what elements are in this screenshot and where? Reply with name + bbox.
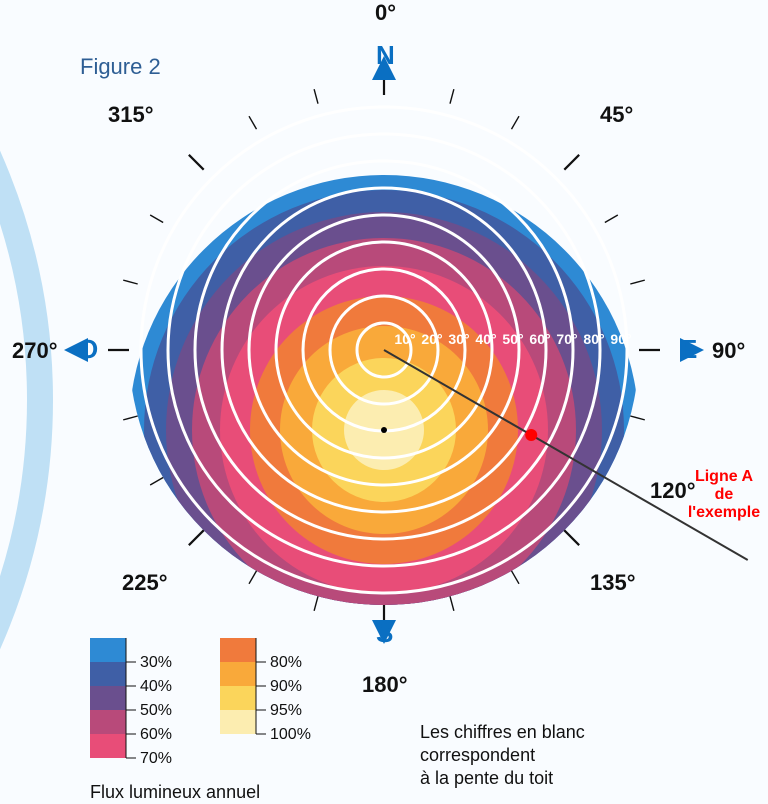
svg-text:90°: 90° bbox=[610, 331, 631, 347]
caption-l1: Les chiffres en blanc bbox=[420, 722, 585, 743]
svg-text:100%: 100% bbox=[270, 726, 311, 743]
deg-0: 0° bbox=[375, 0, 396, 26]
svg-text:70°: 70° bbox=[556, 331, 577, 347]
svg-text:50°: 50° bbox=[502, 331, 523, 347]
svg-text:50%: 50% bbox=[140, 702, 172, 719]
svg-text:40°: 40° bbox=[475, 331, 496, 347]
svg-text:30°: 30° bbox=[448, 331, 469, 347]
deg-90: 90° bbox=[712, 338, 745, 364]
deg-225: 225° bbox=[122, 570, 168, 596]
deg-315: 315° bbox=[108, 102, 154, 128]
cardinal-n: N bbox=[376, 40, 395, 71]
caption-l3: à la pente du toit bbox=[420, 768, 553, 789]
legend-title: Flux lumineux annuel bbox=[90, 782, 260, 803]
deg-45: 45° bbox=[600, 102, 633, 128]
svg-text:40%: 40% bbox=[140, 678, 172, 695]
example-annotation: Ligne A de l'exemple bbox=[680, 468, 768, 522]
cardinal-e: E bbox=[680, 334, 697, 365]
svg-text:20°: 20° bbox=[421, 331, 442, 347]
svg-text:30%: 30% bbox=[140, 654, 172, 671]
svg-text:95%: 95% bbox=[270, 702, 302, 719]
svg-text:90%: 90% bbox=[270, 678, 302, 695]
cardinal-o: O bbox=[78, 334, 98, 365]
example-line1: Ligne A bbox=[695, 468, 753, 485]
deg-270: 270° bbox=[12, 338, 58, 364]
svg-text:10°: 10° bbox=[394, 331, 415, 347]
caption-l2: correspondent bbox=[420, 745, 535, 766]
svg-text:60%: 60% bbox=[140, 726, 172, 743]
svg-text:80%: 80% bbox=[270, 654, 302, 671]
svg-text:70%: 70% bbox=[140, 750, 172, 767]
svg-text:60°: 60° bbox=[529, 331, 550, 347]
legend: 30% 40% 50% 60% 70% 80% 90% 95% 100% bbox=[90, 638, 390, 798]
figure-container: Figure 2 10°20°30°40°50°60°70°80°90° 0° … bbox=[0, 0, 768, 804]
example-line2: de l'exemple bbox=[688, 486, 760, 521]
deg-135: 135° bbox=[590, 570, 636, 596]
svg-text:80°: 80° bbox=[583, 331, 604, 347]
